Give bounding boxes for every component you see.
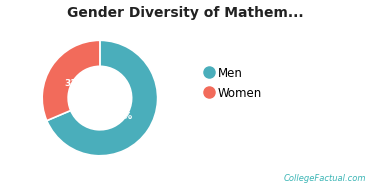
Wedge shape [47, 40, 158, 156]
Wedge shape [42, 40, 100, 121]
Text: Gender Diversity of Mathem...: Gender Diversity of Mathem... [67, 6, 303, 20]
Text: 31.4%: 31.4% [64, 79, 95, 88]
Text: 68.6%: 68.6% [102, 112, 133, 121]
Legend: Men, Women: Men, Women [206, 67, 262, 100]
Text: CollegeFactual.com: CollegeFactual.com [284, 174, 366, 183]
